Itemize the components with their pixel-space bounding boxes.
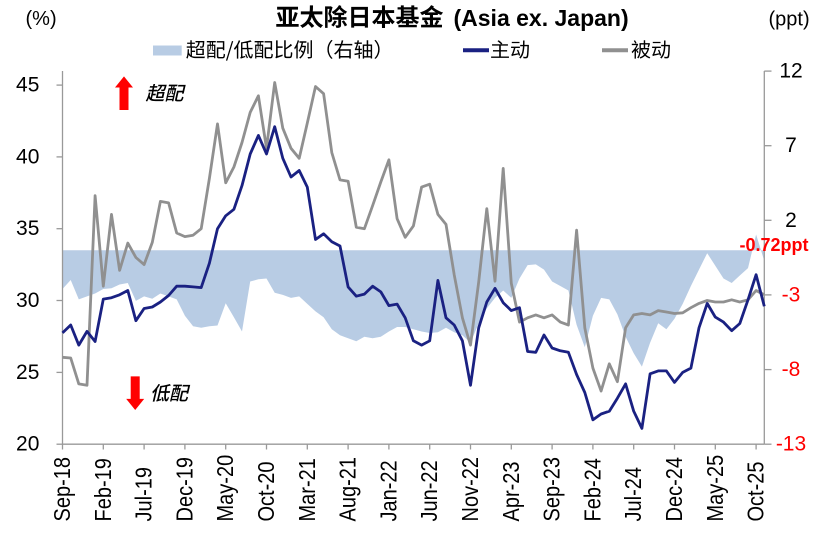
svg-text:12: 12 xyxy=(779,60,802,83)
svg-text:35: 35 xyxy=(16,217,39,240)
svg-text:Mar-21: Mar-21 xyxy=(293,458,320,521)
svg-text:20: 20 xyxy=(16,433,39,456)
svg-text:Jan-22: Jan-22 xyxy=(375,460,402,521)
svg-text:-13: -13 xyxy=(776,433,806,456)
svg-text:(Asia ex. Japan): (Asia ex. Japan) xyxy=(454,5,629,31)
svg-text:May-25: May-25 xyxy=(701,455,728,522)
svg-text:30: 30 xyxy=(16,289,39,312)
svg-text:-0.72ppt: -0.72ppt xyxy=(740,235,809,255)
svg-text:Feb-24: Feb-24 xyxy=(579,458,606,521)
svg-text:Sep-23: Sep-23 xyxy=(538,457,565,522)
svg-text:Feb-19: Feb-19 xyxy=(89,458,116,521)
svg-text:45: 45 xyxy=(16,74,39,97)
svg-text:-3: -3 xyxy=(782,283,801,306)
svg-text:Dec-19: Dec-19 xyxy=(171,457,198,521)
svg-text:Nov-22: Nov-22 xyxy=(457,457,484,521)
svg-text:Jul-19: Jul-19 xyxy=(130,467,157,521)
svg-text:-8: -8 xyxy=(782,358,801,381)
svg-text:Sep-18: Sep-18 xyxy=(49,457,76,522)
svg-text:25: 25 xyxy=(16,361,39,384)
svg-text:Oct-25: Oct-25 xyxy=(742,461,769,521)
svg-text:Jun-22: Jun-22 xyxy=(416,460,443,521)
svg-text:Dec-24: Dec-24 xyxy=(661,457,688,521)
svg-text:Jul-24: Jul-24 xyxy=(620,467,647,521)
svg-text:Oct-20: Oct-20 xyxy=(253,461,280,521)
svg-text:40: 40 xyxy=(16,145,39,168)
svg-text:May-20: May-20 xyxy=(212,455,239,522)
svg-text:(ppt): (ppt) xyxy=(769,9,810,31)
svg-text:(%): (%) xyxy=(26,8,57,30)
svg-text:7: 7 xyxy=(785,134,797,157)
svg-text:2: 2 xyxy=(785,209,797,232)
svg-text:Aug-21: Aug-21 xyxy=(334,457,361,521)
svg-text:Apr-23: Apr-23 xyxy=(497,461,524,521)
